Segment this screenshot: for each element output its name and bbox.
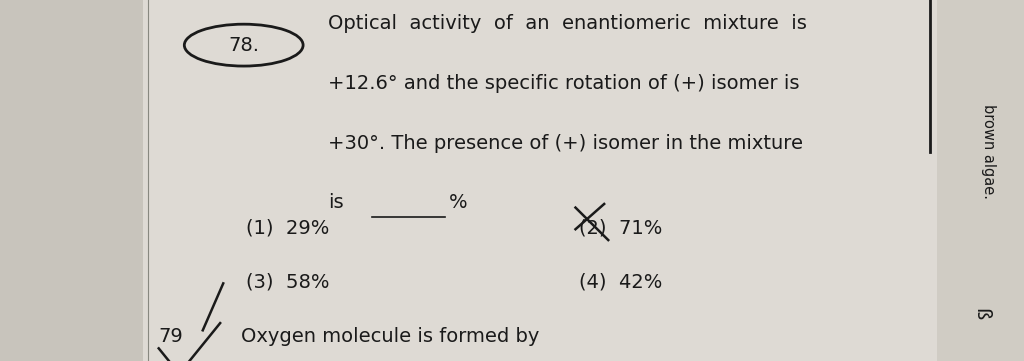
Text: (1)  29%: (1) 29%: [246, 218, 329, 238]
Text: +30°. The presence of (+) isomer in the mixture: +30°. The presence of (+) isomer in the …: [328, 134, 803, 153]
Text: 79: 79: [159, 327, 183, 346]
Text: (4)  42%: (4) 42%: [579, 273, 662, 292]
Text: (3)  58%: (3) 58%: [246, 273, 330, 292]
Text: +12.6° and the specific rotation of (+) isomer is: +12.6° and the specific rotation of (+) …: [328, 74, 799, 93]
Text: brown algae.: brown algae.: [981, 104, 995, 199]
Text: %: %: [449, 193, 467, 212]
Text: (2)  71%: (2) 71%: [579, 218, 662, 238]
Text: Oxygen molecule is formed by: Oxygen molecule is formed by: [241, 327, 539, 346]
Bar: [937, 0, 1024, 361]
Bar: [143, 0, 1004, 361]
Text: is: is: [328, 193, 343, 212]
Text: Optical  activity  of  an  enantiomeric  mixture  is: Optical activity of an enantiomeric mixt…: [328, 14, 807, 34]
Text: 78.: 78.: [228, 36, 259, 55]
Text: ß: ß: [972, 308, 990, 320]
